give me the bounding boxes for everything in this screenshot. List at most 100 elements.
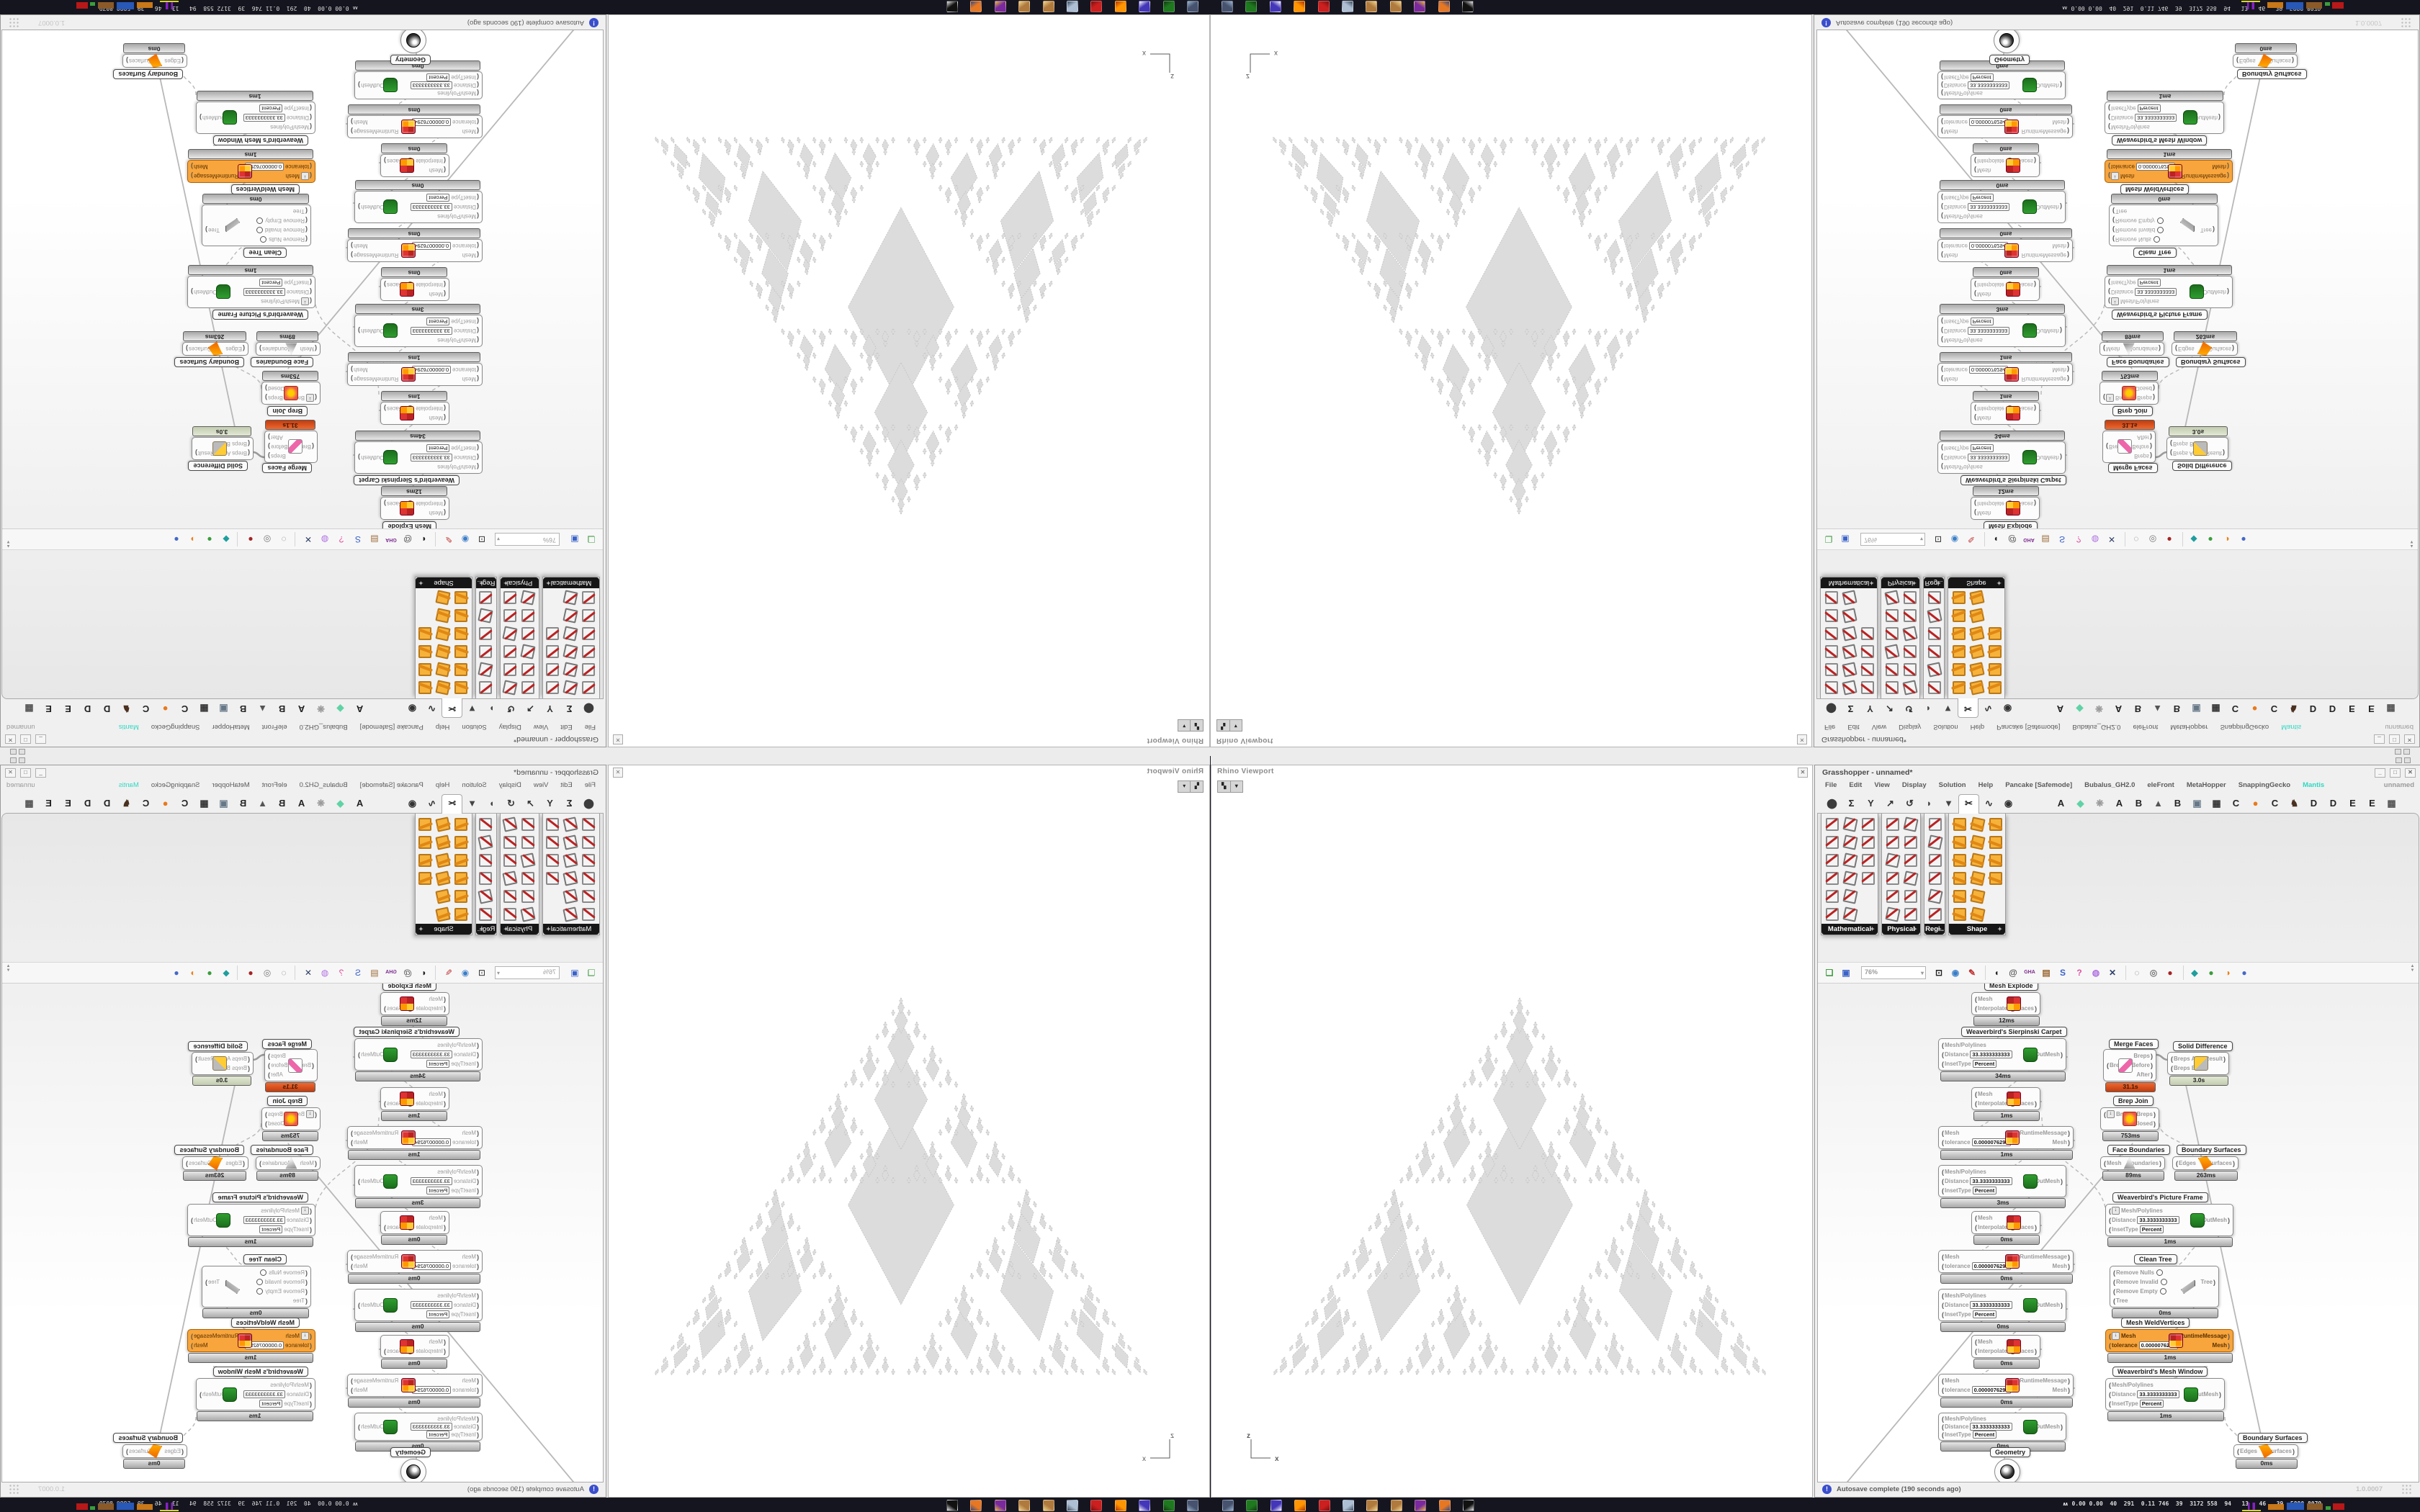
component-mesh-explode-4[interactable]: (Mesh(Interpolate Faces) bbox=[380, 1335, 449, 1358]
component-weaverbird-picture-frame-c[interactable]: (Mesh/Polylines(Distance 33.3333333333 Out… bbox=[1938, 1413, 2066, 1441]
component-weaverbird-picture-frame-b[interactable]: (Mesh/Polylines(Distance 33.3333333333 Out… bbox=[354, 1289, 483, 1321]
input-bracket[interactable]: ( bbox=[1941, 212, 1943, 220]
tab-intersect[interactable]: ✂ bbox=[442, 698, 462, 719]
taskbar-calculator-icon[interactable] bbox=[1067, 1500, 1078, 1511]
taskbar-calculator-icon[interactable] bbox=[1067, 1, 1078, 12]
palette-component-icon[interactable] bbox=[1842, 852, 1858, 868]
palette-component-icon[interactable] bbox=[1884, 888, 1900, 904]
tab-plugin-d1[interactable]: D bbox=[103, 703, 111, 714]
palette-component-icon[interactable] bbox=[581, 906, 597, 922]
tab-curve[interactable]: ↺ bbox=[1905, 703, 1913, 714]
component-mesh-explode-1[interactable]: (Mesh(Interpolate Faces) bbox=[1971, 992, 2040, 1015]
component-mesh-weldvertices-3[interactable]: (Mesh RuntimeMessage)(tolerance 0.00000762… bbox=[1938, 1374, 2074, 1397]
palette-component-icon[interactable] bbox=[478, 644, 494, 660]
palette-component-icon[interactable] bbox=[454, 816, 470, 832]
tab-plugin-c1[interactable]: C bbox=[2232, 798, 2240, 809]
component-label-weaverbird-sierpinski-carpet[interactable]: Weaverbird's Sierpinski Carpet bbox=[354, 1027, 460, 1037]
palette-component-icon[interactable] bbox=[503, 608, 519, 624]
preview-wireframe-button[interactable]: ◎ bbox=[2149, 968, 2158, 978]
palette-component-icon[interactable] bbox=[1950, 680, 1966, 696]
tab-intersect[interactable]: ✂ bbox=[442, 793, 462, 814]
input-bracket[interactable]: ( bbox=[1941, 203, 1943, 211]
palette-component-icon[interactable] bbox=[1902, 816, 1919, 832]
component-label-weaverbird-mesh-window[interactable]: Weaverbird's Mesh Window bbox=[2112, 1367, 2208, 1377]
component-label-solid-difference[interactable]: Solid Difference bbox=[2172, 461, 2232, 471]
input-bracket[interactable]: ( bbox=[444, 166, 446, 174]
input-bracket[interactable]: ( bbox=[2109, 1225, 2111, 1233]
tab-transform[interactable]: ∿ bbox=[428, 703, 436, 714]
component-label-boundary-surfaces-2[interactable]: Boundary Surfaces bbox=[113, 1433, 183, 1443]
value-box[interactable]: 33.3333333333 bbox=[410, 1301, 452, 1309]
preview-off-button[interactable]: ◌ bbox=[2133, 534, 2139, 544]
palette-component-icon[interactable] bbox=[1950, 608, 1966, 624]
palette-component-icon[interactable] bbox=[478, 816, 494, 832]
sketch-pen-button[interactable]: ✎ bbox=[444, 968, 453, 978]
input-bracket[interactable]: ( bbox=[2113, 1297, 2115, 1305]
tab-plugin-dotted[interactable]: ▩ bbox=[2387, 798, 2396, 809]
viewport-view-dropdown-icon[interactable]: ▾ bbox=[1178, 781, 1191, 792]
palette-component-icon[interactable] bbox=[1884, 870, 1900, 886]
output-bracket[interactable]: ) bbox=[2150, 452, 2152, 460]
selected-preview-teal-button[interactable]: ◆ bbox=[223, 534, 230, 544]
notes-button[interactable]: ▤ bbox=[2042, 968, 2051, 978]
viewport-view-dropdown-icon[interactable]: ▾ bbox=[1229, 781, 1243, 792]
input-bracket[interactable]: ( bbox=[243, 345, 245, 353]
component-face-boundaries[interactable]: (Mesh Boundaries) bbox=[2100, 1156, 2165, 1170]
component-label-brep-join[interactable]: Brep Join bbox=[267, 1096, 308, 1106]
input-bracket[interactable]: ( bbox=[2109, 1341, 2111, 1349]
input-bracket[interactable]: ( bbox=[2109, 1216, 2111, 1224]
palette-component-icon[interactable] bbox=[1860, 852, 1876, 868]
component-mesh-weldvertices-1[interactable]: (Mesh RuntimeMessage)(tolerance 0.00000762… bbox=[347, 363, 483, 386]
palette-expander-icon[interactable]: ✦ bbox=[503, 580, 508, 586]
viewport-view-icon[interactable]: ▚ bbox=[1221, 723, 1226, 729]
value-box[interactable]: Percent bbox=[2139, 1400, 2164, 1408]
minimize-button[interactable]: _ bbox=[2375, 768, 2385, 778]
component-label-boundary-surfaces-1[interactable]: Boundary Surfaces bbox=[174, 1145, 244, 1155]
palette-expander-icon[interactable]: ✦ bbox=[1912, 580, 1917, 586]
toggle-circle[interactable] bbox=[260, 236, 267, 243]
input-bracket[interactable]: ( bbox=[305, 226, 308, 234]
input-bracket[interactable]: ( bbox=[1942, 1377, 1944, 1385]
palette-component-icon[interactable] bbox=[545, 870, 561, 886]
output-bracket[interactable]: ) bbox=[191, 1341, 193, 1349]
value-box[interactable]: 33.3333333333 bbox=[243, 114, 285, 122]
palette-component-icon[interactable] bbox=[1926, 662, 1942, 678]
taskbar-palette2-icon[interactable] bbox=[1390, 1500, 1402, 1511]
input-bracket[interactable]: ( bbox=[2108, 163, 2110, 171]
component-weaverbird-picture-frame-b[interactable]: (Mesh/Polylines(Distance 33.3333333333 Out… bbox=[1938, 1289, 2066, 1321]
input-bracket[interactable]: ( bbox=[477, 1386, 479, 1394]
component-solid-difference[interactable]: (Breps A Result)(Breps B bbox=[192, 437, 254, 460]
input-bracket[interactable]: ( bbox=[310, 172, 312, 180]
input-bracket[interactable]: ( bbox=[477, 454, 479, 462]
output-bracket[interactable]: ) bbox=[2068, 1129, 2070, 1137]
component-clean-tree[interactable]: (Remove Nulls(Remove Invalid Tree)(Remove… bbox=[2110, 1266, 2219, 1308]
menu-item-elefront[interactable]: eleFront bbox=[2147, 781, 2174, 789]
input-bracket[interactable]: ( bbox=[315, 1110, 317, 1118]
input-bracket[interactable]: ( bbox=[305, 1278, 308, 1286]
tab-plugin-e2[interactable]: E bbox=[45, 798, 52, 809]
palette-component-icon[interactable] bbox=[1859, 662, 1875, 678]
palette-component-icon[interactable] bbox=[1883, 662, 1899, 678]
palette-component-icon[interactable] bbox=[1859, 626, 1875, 642]
output-bracket[interactable]: ) bbox=[2227, 163, 2229, 171]
palette-component-icon[interactable] bbox=[454, 888, 470, 904]
output-bracket[interactable]: ) bbox=[384, 1347, 386, 1355]
palette-component-icon[interactable] bbox=[1969, 870, 1986, 886]
preview-off-button[interactable]: ◌ bbox=[2134, 968, 2140, 978]
taskbar-cardreader-icon[interactable] bbox=[1245, 1, 1258, 12]
palette-component-icon[interactable] bbox=[1968, 662, 1985, 678]
component-brep-join[interactable]: (↓BrepsBreps)Closed) bbox=[2099, 382, 2159, 405]
selected-preview-blue-button[interactable]: ● bbox=[174, 534, 179, 544]
taskbar-firefox-icon[interactable] bbox=[1294, 1500, 1307, 1511]
palette-group-label[interactable]: Mathematical ✦ bbox=[543, 577, 599, 588]
palette-group-label[interactable]: Physical ✦ bbox=[1881, 577, 1919, 588]
help-box-button[interactable]: ? bbox=[339, 534, 344, 544]
publish-at-button[interactable]: @ bbox=[2007, 534, 2017, 544]
preview-off-button[interactable]: ◌ bbox=[281, 534, 287, 544]
output-bracket[interactable]: ) bbox=[2228, 1341, 2230, 1349]
input-bracket[interactable]: ( bbox=[477, 463, 479, 471]
palette-component-icon[interactable] bbox=[1950, 662, 1966, 678]
value-box[interactable]: Percent bbox=[2139, 1225, 2164, 1233]
input-bracket[interactable]: ( bbox=[305, 1269, 308, 1277]
tab-plugin-a1[interactable]: A bbox=[356, 798, 364, 809]
